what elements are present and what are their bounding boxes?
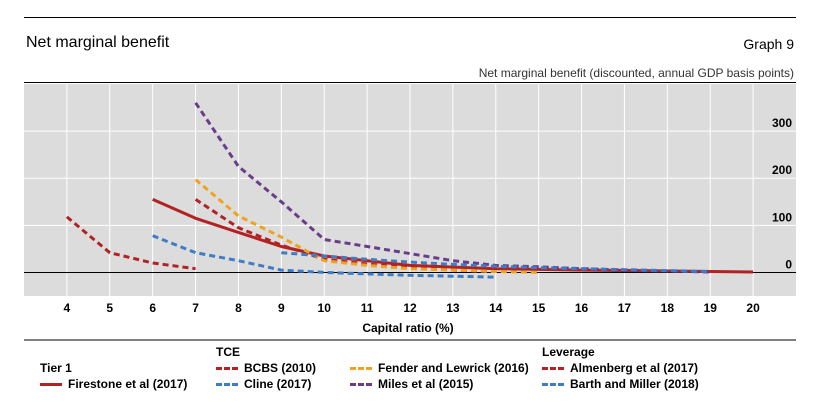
series-lines — [65, 101, 754, 279]
x-tick-labels: 4 5 6 7 8 9 10 11 12 13 14 15 16 17 18 19 20 — [64, 301, 761, 315]
legend-swatch — [542, 366, 564, 370]
x-tick-label: 18 — [661, 301, 675, 315]
legend-label: Miles et al (2015) — [378, 377, 474, 391]
y-tick-label: 200 — [772, 163, 792, 177]
top-rule — [24, 17, 796, 18]
x-tick-label: 5 — [106, 301, 113, 315]
y-tick-labels: 0 100 200 300 — [772, 116, 792, 271]
legend-group-tce: TCE — [216, 345, 240, 359]
y-axis-unit-note: Net marginal benefit (discounted, annual… — [478, 66, 794, 80]
chart-title: Net marginal benefit — [26, 34, 170, 51]
x-tick-label: 8 — [235, 301, 242, 315]
x-tick-label: 16 — [575, 301, 589, 315]
legend-swatch — [350, 366, 372, 370]
x-tick-label: 9 — [278, 301, 285, 315]
legend-group-leverage: Leverage — [542, 345, 595, 359]
x-tick-label: 19 — [704, 301, 718, 315]
x-tick-label: 6 — [149, 301, 156, 315]
legend-group-tier-1: Tier 1 — [40, 361, 72, 375]
x-tick-label: 20 — [746, 301, 760, 315]
x-tick-label: 17 — [618, 301, 632, 315]
unit-rule — [24, 82, 796, 83]
x-tick-label: 4 — [64, 301, 71, 315]
series-line-almenberg-et-al-2017- — [65, 215, 196, 271]
legend-label: Almenberg et al (2017) — [570, 361, 699, 375]
y-tick-label: 0 — [785, 257, 792, 271]
legend-swatch — [216, 382, 238, 386]
y-tick-label: 300 — [772, 116, 792, 130]
legend-swatch — [40, 382, 62, 386]
legend-label: Barth and Miller (2018) — [570, 377, 699, 391]
legend-item-miles-et-al-2015-: Miles et al (2015) — [350, 377, 473, 391]
series-line-fender-and-lewrick-2016- — [194, 178, 539, 274]
legend-item-firestone-et-al-2017-: Firestone et al (2017) — [40, 377, 187, 391]
x-tick-label: 13 — [446, 301, 460, 315]
graph-number: Graph 9 — [743, 36, 794, 52]
legend-label: Cline (2017) — [244, 377, 312, 391]
legend-label: BCBS (2010) — [244, 361, 317, 375]
legend-item-fender-and-lewrick-2016-: Fender and Lewrick (2016) — [350, 361, 529, 375]
x-tick-label: 12 — [403, 301, 417, 315]
legend-item-barth-and-miller-2018-: Barth and Miller (2018) — [542, 377, 699, 391]
legend-item-bcbs-2010-: BCBS (2010) — [216, 361, 316, 375]
legend-swatch — [542, 382, 564, 386]
legend-label: Fender and Lewrick (2016) — [378, 361, 529, 375]
series-line-cline-2017- — [152, 234, 496, 279]
legend-swatch — [216, 366, 238, 370]
grid-lines — [24, 84, 796, 296]
legend-item-almenberg-et-al-2017-: Almenberg et al (2017) — [542, 361, 698, 375]
series-line-barth-and-miller-2018- — [281, 251, 711, 273]
legend-swatch — [350, 382, 372, 386]
y-tick-label: 100 — [772, 210, 792, 224]
x-tick-label: 7 — [192, 301, 199, 315]
x-tick-label: 15 — [532, 301, 546, 315]
legend-item-cline-2017-: Cline (2017) — [216, 377, 311, 391]
x-tick-label: 10 — [318, 301, 332, 315]
x-tick-label: 14 — [489, 301, 503, 315]
legend-label: Firestone et al (2017) — [68, 377, 188, 391]
x-tick-label: 11 — [361, 301, 374, 315]
x-axis-label: Capital ratio (%) — [362, 321, 453, 335]
